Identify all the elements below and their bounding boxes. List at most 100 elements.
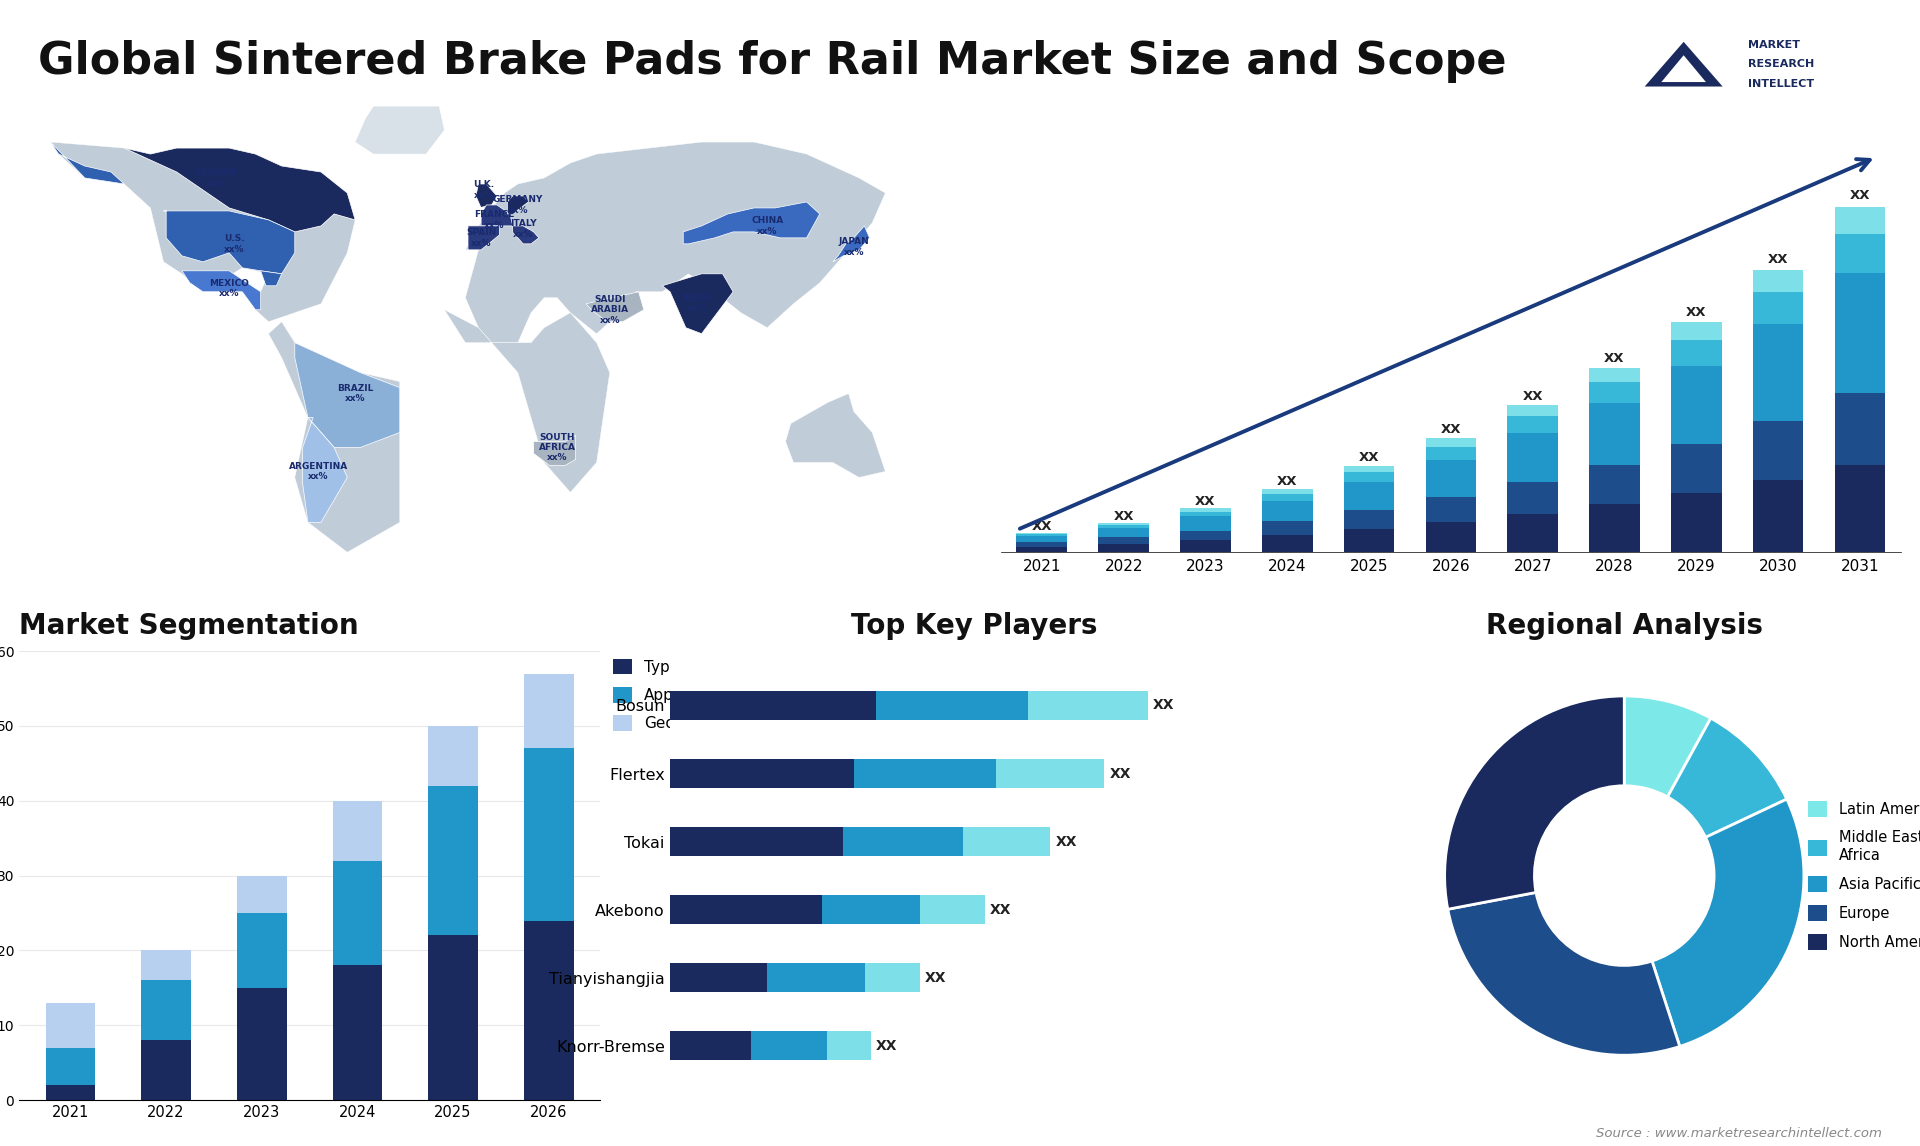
Polygon shape [182,270,261,309]
Bar [1016,536,1068,542]
Bar [670,1031,751,1060]
Polygon shape [50,142,125,185]
Bar [1753,480,1803,552]
Text: XX: XX [1114,510,1135,523]
Bar [1753,324,1803,421]
Bar [1425,447,1476,460]
Bar [751,1031,828,1060]
Bar [1261,494,1313,501]
Bar [670,827,843,856]
Wedge shape [1448,893,1680,1055]
Bar [1098,525,1148,528]
Bar [822,895,920,924]
Polygon shape [303,417,348,523]
Text: XX: XX [1440,423,1461,437]
Bar [332,965,382,1100]
Bar [1507,416,1557,433]
Text: XX: XX [991,903,1012,917]
Text: ARGENTINA
xx%: ARGENTINA xx% [288,462,348,481]
Title: Regional Analysis: Regional Analysis [1486,612,1763,641]
Bar [1098,528,1148,537]
Bar [996,760,1104,787]
Bar [1425,523,1476,552]
Polygon shape [586,292,643,322]
Text: XX: XX [1056,834,1077,848]
Polygon shape [482,205,513,226]
FancyArrowPatch shape [1020,159,1870,528]
Bar [1027,691,1148,720]
Text: MEXICO
xx%: MEXICO xx% [209,280,250,298]
Polygon shape [534,435,576,465]
Text: XX: XX [1031,519,1052,533]
Bar [1834,465,1885,552]
Bar [866,964,920,992]
Bar [524,674,574,748]
Bar [670,691,876,720]
Bar [428,935,478,1100]
Bar [1590,504,1640,552]
Text: XX: XX [1154,699,1175,713]
Polygon shape [1661,55,1705,83]
Text: Market Segmentation: Market Segmentation [19,612,359,641]
Bar [1344,481,1394,510]
Bar [1670,367,1722,445]
Polygon shape [269,322,399,552]
Bar [1507,433,1557,482]
Bar [1181,512,1231,517]
Bar [1834,235,1885,273]
Bar [670,964,768,992]
Text: GERMANY
xx%: GERMANY xx% [493,195,543,214]
Bar [1181,540,1231,552]
Bar [46,1003,96,1047]
Text: JAPAN
xx%: JAPAN xx% [839,237,870,257]
Bar [236,988,286,1100]
Text: XX: XX [1768,252,1788,266]
Wedge shape [1624,696,1711,796]
Bar [524,920,574,1100]
Bar [964,827,1050,856]
Polygon shape [662,274,733,333]
Text: U.K.
xx%: U.K. xx% [472,180,493,199]
Text: ITALY
xx%: ITALY xx% [511,219,536,238]
Polygon shape [833,226,870,261]
Bar [843,827,964,856]
Bar [1344,529,1394,552]
Bar [920,895,985,924]
Bar [1590,382,1640,402]
Bar [1507,406,1557,416]
Wedge shape [1651,799,1805,1046]
Bar [670,760,854,787]
Bar [1344,465,1394,472]
Bar [1590,465,1640,504]
Bar [1425,497,1476,523]
Text: XX: XX [1523,390,1544,403]
Bar [332,801,382,861]
Text: Source : www.marketresearchintellect.com: Source : www.marketresearchintellect.com [1596,1128,1882,1140]
Polygon shape [468,226,499,250]
Text: Global Sintered Brake Pads for Rail Market Size and Scope: Global Sintered Brake Pads for Rail Mark… [38,40,1507,84]
Circle shape [1534,786,1715,965]
Bar [524,748,574,920]
Bar [1670,445,1722,493]
Bar [1670,493,1722,552]
Text: XX: XX [1849,189,1870,202]
Polygon shape [444,309,611,493]
Text: CHINA
xx%: CHINA xx% [751,217,783,236]
Title: Top Key Players: Top Key Players [851,612,1096,641]
Wedge shape [1668,719,1788,838]
Polygon shape [507,196,528,214]
Polygon shape [476,185,497,207]
Bar [1590,368,1640,382]
Bar [1753,421,1803,480]
Polygon shape [513,226,540,244]
Bar [1834,393,1885,465]
Bar [1181,509,1231,512]
Polygon shape [125,148,355,231]
Text: XX: XX [1196,495,1215,508]
Bar [1181,531,1231,540]
Text: XX: XX [1686,306,1707,319]
Bar [1261,521,1313,535]
Text: BRAZIL
xx%: BRAZIL xx% [336,384,372,403]
Bar [1261,501,1313,521]
Polygon shape [355,107,444,154]
